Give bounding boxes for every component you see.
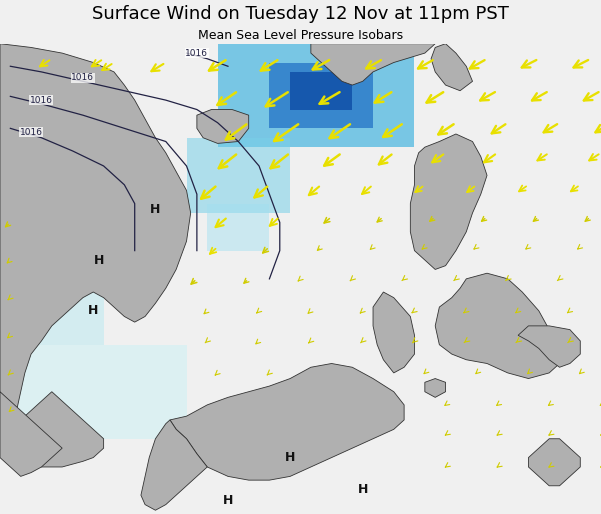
Text: 1016: 1016 — [20, 127, 43, 137]
Polygon shape — [141, 420, 207, 510]
Text: Mean Sea Level Pressure Isobars: Mean Sea Level Pressure Isobars — [198, 29, 403, 42]
Polygon shape — [410, 134, 487, 269]
Text: H: H — [94, 253, 105, 267]
Text: H: H — [358, 483, 368, 496]
Text: 1016: 1016 — [185, 49, 209, 58]
Text: H: H — [223, 494, 233, 507]
Bar — [10, 269, 103, 345]
Polygon shape — [0, 392, 62, 476]
Polygon shape — [528, 439, 581, 486]
Text: Surface Wind on Tuesday 12 Nov at 11pm PST: Surface Wind on Tuesday 12 Nov at 11pm P… — [92, 5, 509, 23]
Polygon shape — [425, 378, 445, 397]
Polygon shape — [435, 273, 560, 378]
Text: 1016: 1016 — [72, 73, 94, 82]
Text: H: H — [88, 304, 99, 317]
Polygon shape — [431, 44, 472, 90]
Bar — [269, 63, 373, 128]
Polygon shape — [518, 326, 581, 368]
Bar — [207, 204, 269, 251]
Bar — [290, 72, 352, 109]
Polygon shape — [311, 44, 435, 85]
Polygon shape — [197, 109, 249, 143]
Text: H: H — [285, 451, 295, 464]
Polygon shape — [0, 392, 103, 467]
Polygon shape — [373, 292, 415, 373]
Text: H: H — [150, 203, 160, 216]
Bar — [186, 138, 290, 213]
Bar — [10, 345, 186, 439]
Polygon shape — [170, 363, 404, 480]
Text: 1016: 1016 — [30, 96, 53, 105]
Bar — [218, 44, 415, 147]
Polygon shape — [0, 44, 191, 439]
